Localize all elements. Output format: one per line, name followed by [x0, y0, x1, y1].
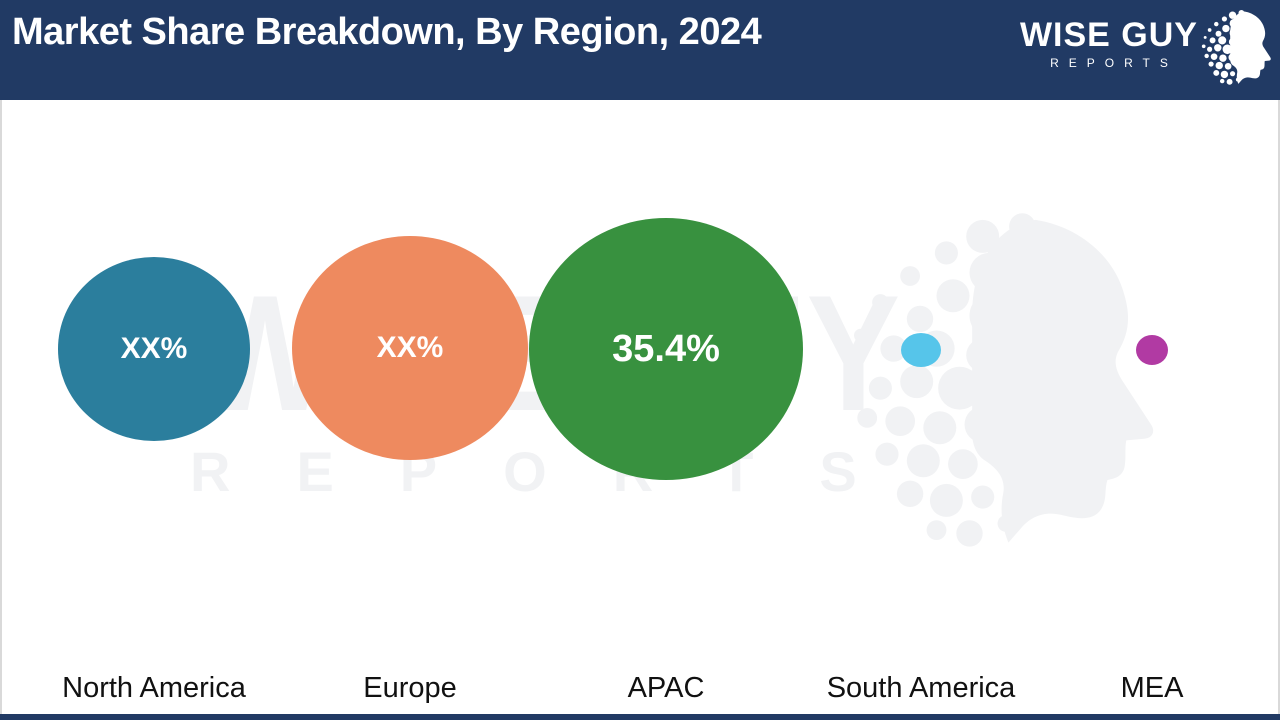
bubble-europe: XX%	[292, 236, 528, 460]
bubble-value-label: XX%	[376, 331, 444, 364]
region-label-north-america: North America	[62, 672, 246, 704]
header-bar: Market Share Breakdown, By Region, 2024 …	[0, 0, 1280, 100]
bubble-mea	[1136, 335, 1168, 365]
canvas-right-border	[1278, 100, 1280, 714]
bubble-south-america	[901, 333, 941, 367]
footer-strip	[0, 714, 1280, 720]
region-label-mea: MEA	[1120, 672, 1184, 704]
watermark-head-icon	[830, 210, 1175, 573]
bubble-north-america: XX%	[58, 257, 250, 441]
logo-text: WISE GUY REPORTS	[1020, 18, 1198, 70]
watermark-subtext: REPORTS	[190, 440, 923, 503]
logo-head-icon	[1200, 8, 1274, 92]
bubble-apac: 35.4%	[529, 218, 803, 480]
wiseguy-logo: WISE GUY REPORTS	[1020, 0, 1274, 92]
chart-title: Market Share Breakdown, By Region, 2024	[12, 11, 762, 53]
region-label-europe: Europe	[363, 672, 457, 704]
logo-subtext: REPORTS	[1050, 56, 1178, 70]
chart-area: WISE GUY REPORTS XX%North AmericaXX%Euro…	[0, 100, 1280, 714]
canvas-left-border	[0, 100, 2, 714]
region-label-south-america: South America	[826, 672, 1016, 704]
region-label-apac: APAC	[627, 672, 705, 704]
bubble-value-label: XX%	[120, 332, 188, 365]
logo-wordmark: WISE GUY	[1019, 16, 1198, 54]
bubble-value-label: 35.4%	[612, 327, 720, 370]
